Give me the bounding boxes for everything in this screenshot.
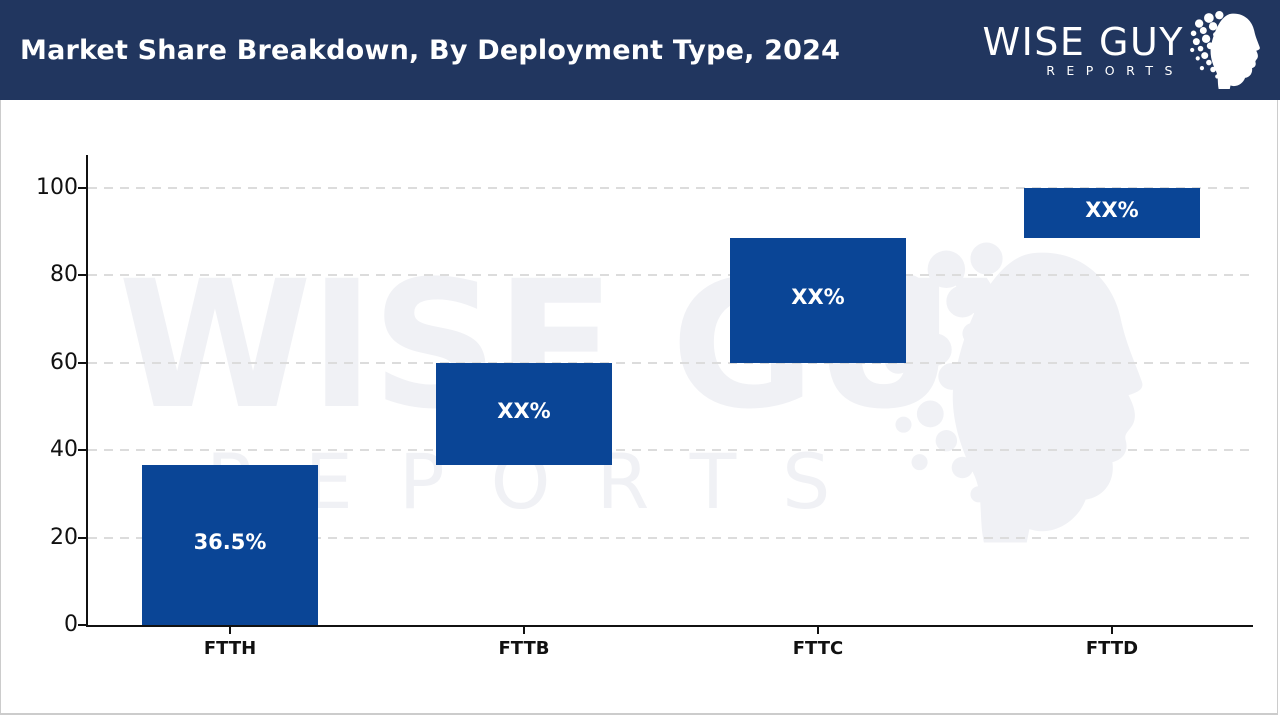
x-axis-tick: [1111, 627, 1113, 634]
x-axis-tick: [229, 627, 231, 634]
gridline: [88, 449, 1253, 451]
y-axis-line: [86, 155, 88, 627]
gridline: [88, 186, 1253, 189]
dotted-head-profile-icon: [1190, 11, 1260, 89]
y-axis-tick: [78, 186, 86, 189]
bar-value-label: XX%: [497, 398, 551, 423]
bar-fttc: [730, 237, 906, 363]
logo-wordmark: WISE GUY: [982, 19, 1184, 64]
y-axis-tick-label: 80: [50, 262, 78, 287]
header-band: Market Share Breakdown, By Deployment Ty…: [0, 0, 1280, 100]
gridline: [88, 274, 1253, 276]
bar-value-label: XX%: [791, 285, 845, 310]
y-axis-tick-label: 0: [64, 612, 78, 637]
bar-fttb: [436, 362, 612, 466]
bar-value-label: 36.5%: [193, 530, 267, 555]
y-axis-tick: [78, 536, 86, 539]
bar-value-label: XX%: [1085, 197, 1139, 222]
x-axis-tick: [817, 627, 819, 634]
y-axis-tick: [78, 449, 86, 451]
logo-subtitle: REPORTS: [1046, 62, 1184, 78]
y-axis-tick: [78, 624, 86, 626]
y-axis-tick-label: 40: [50, 437, 78, 462]
x-axis-tick: [523, 627, 525, 634]
bar-fttd: [1024, 187, 1200, 238]
x-axis-category-label: FTTC: [792, 638, 844, 659]
y-axis-tick-label: 60: [50, 349, 78, 375]
x-axis-line: [86, 625, 1253, 627]
bar-ftth: [142, 465, 318, 625]
logo-text: WISE GUY REPORTS: [983, 23, 1184, 78]
chart-title: Market Share Breakdown, By Deployment Ty…: [20, 34, 841, 66]
y-axis-tick-label: 20: [50, 524, 78, 550]
y-axis-tick: [78, 361, 86, 364]
gridline: [88, 361, 1253, 364]
gridline: [88, 536, 1253, 539]
x-axis-category-label: FTTH: [203, 638, 257, 659]
x-axis-category-label: FTTB: [498, 638, 550, 659]
y-axis-tick-label: 100: [36, 174, 78, 200]
y-axis-tick: [78, 274, 86, 276]
x-axis-category-label: FTTD: [1085, 638, 1139, 659]
wiseguy-logo: WISE GUY REPORTS: [983, 9, 1266, 91]
